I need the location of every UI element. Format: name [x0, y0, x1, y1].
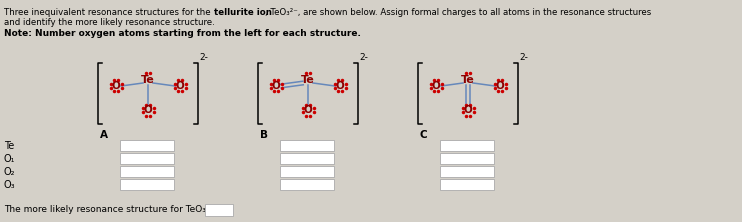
Text: Te: Te — [301, 75, 315, 85]
Text: and identify the more likely resonance structure.: and identify the more likely resonance s… — [4, 18, 214, 27]
Text: O₃: O₃ — [4, 180, 16, 190]
Text: ▾: ▾ — [227, 206, 231, 214]
FancyBboxPatch shape — [280, 140, 334, 151]
Text: O: O — [303, 105, 312, 115]
FancyBboxPatch shape — [120, 179, 174, 190]
FancyBboxPatch shape — [440, 166, 494, 177]
FancyBboxPatch shape — [440, 140, 494, 151]
Text: The more likely resonance structure for TeO₃²⁻ is: The more likely resonance structure for … — [4, 205, 224, 214]
Text: C: C — [420, 130, 427, 140]
Text: O: O — [176, 81, 184, 91]
Text: O: O — [432, 81, 440, 91]
Text: O: O — [464, 105, 473, 115]
Text: tellurite ion: tellurite ion — [214, 8, 272, 17]
Text: 2-: 2- — [359, 53, 368, 62]
Text: A: A — [100, 130, 108, 140]
Text: Te: Te — [461, 75, 475, 85]
Text: O: O — [272, 81, 280, 91]
Text: 2-: 2- — [199, 53, 208, 62]
Text: 2-: 2- — [519, 53, 528, 62]
Text: O: O — [335, 81, 344, 91]
Text: Te: Te — [4, 141, 14, 151]
FancyBboxPatch shape — [280, 179, 334, 190]
Text: Note: Number oxygen atoms starting from the left for each structure.: Note: Number oxygen atoms starting from … — [4, 29, 361, 38]
Text: O: O — [144, 105, 152, 115]
FancyBboxPatch shape — [205, 204, 233, 216]
Text: B: B — [260, 130, 268, 140]
FancyBboxPatch shape — [280, 166, 334, 177]
FancyBboxPatch shape — [120, 153, 174, 164]
FancyBboxPatch shape — [280, 153, 334, 164]
Text: , TeO₃²⁻, are shown below. Assign formal charges to all atoms in the resonance s: , TeO₃²⁻, are shown below. Assign formal… — [265, 8, 651, 17]
Text: Te: Te — [141, 75, 155, 85]
Text: O₁: O₁ — [4, 154, 16, 164]
FancyBboxPatch shape — [440, 153, 494, 164]
FancyBboxPatch shape — [120, 140, 174, 151]
Text: O: O — [496, 81, 505, 91]
Text: O: O — [111, 81, 120, 91]
Text: O₂: O₂ — [4, 167, 16, 177]
FancyBboxPatch shape — [120, 166, 174, 177]
FancyBboxPatch shape — [440, 179, 494, 190]
Text: Three inequivalent resonance structures for the: Three inequivalent resonance structures … — [4, 8, 214, 17]
